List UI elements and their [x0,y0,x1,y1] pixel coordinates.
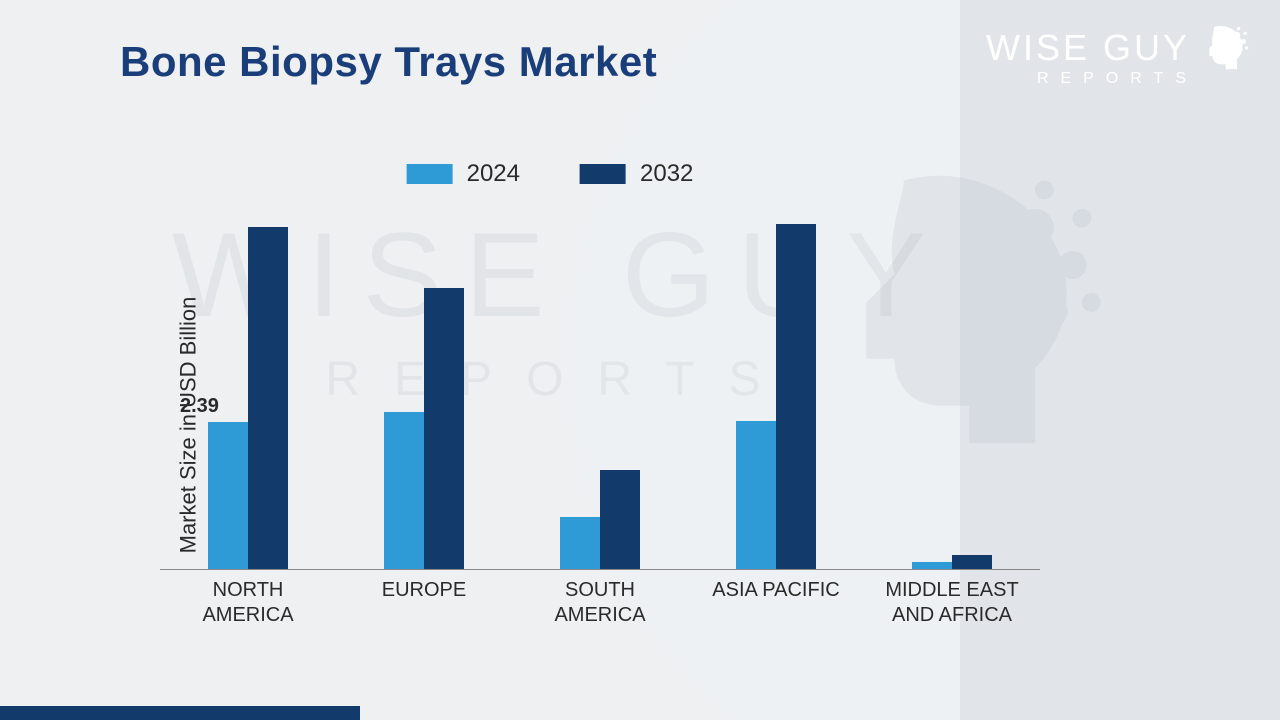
bar [776,224,816,569]
legend: 2024 2032 [407,160,694,188]
bar-chart: Market Size in USD Billion 2024 2032 2.3… [60,160,1040,690]
x-axis-label: MIDDLE EAST AND AFRICA [864,570,1040,690]
bar [736,421,776,569]
bar [384,412,424,569]
bar-group: 2.39 [160,200,336,569]
bottom-accent-bar [0,706,360,720]
stage: Bone Biopsy Trays Market WISE GUY REPORT… [0,0,1280,720]
plot-area: 2.39 [160,200,1040,570]
legend-item-2024: 2024 [407,160,520,188]
brand-sub: REPORTS [986,70,1198,88]
brand-logo: WISE GUY REPORTS [986,22,1250,88]
bar [248,227,288,569]
bar-group [864,200,1040,569]
legend-label-2024: 2024 [467,160,520,188]
legend-swatch-2024 [407,164,453,184]
bar [600,470,640,569]
legend-swatch-2032 [580,164,626,184]
bar-group [688,200,864,569]
x-axis-label: NORTH AMERICA [160,570,336,690]
bar-group [336,200,512,569]
page-title: Bone Biopsy Trays Market [120,38,657,86]
x-axis-label: EUROPE [336,570,512,690]
bar [560,517,600,569]
x-axis-label: SOUTH AMERICA [512,570,688,690]
brain-head-icon [1198,22,1250,74]
legend-label-2032: 2032 [640,160,693,188]
x-axis-labels: NORTH AMERICAEUROPESOUTH AMERICAASIA PAC… [160,570,1040,690]
bar [208,422,248,569]
bar [952,555,992,569]
bar-group [512,200,688,569]
bar [912,562,952,569]
bar [424,288,464,569]
brand-name: WISE GUY [986,27,1190,69]
bar-value-label: 2.39 [180,395,219,418]
x-axis-label: ASIA PACIFIC [688,570,864,690]
legend-item-2032: 2032 [580,160,693,188]
bar-groups: 2.39 [160,200,1040,569]
